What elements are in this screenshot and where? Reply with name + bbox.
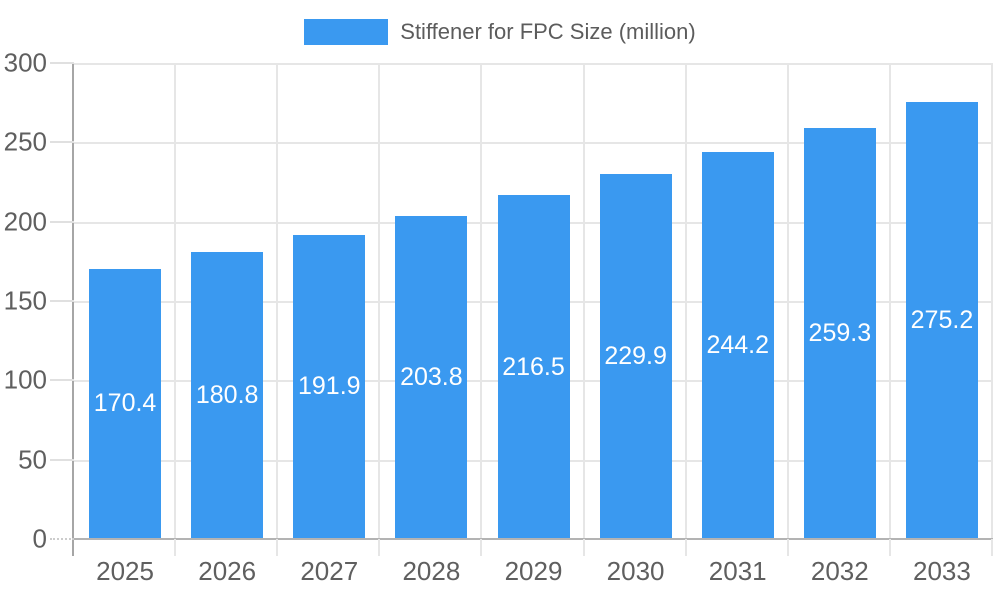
x-axis-tick [378, 539, 381, 556]
x-axis-line [74, 538, 993, 540]
x-axis-label: 2033 [913, 556, 971, 586]
gridline-vertical [582, 63, 585, 539]
bar-2033[interactable]: 275.2 [905, 102, 978, 539]
legend-swatch [304, 19, 389, 45]
x-axis-label: 2025 [96, 556, 154, 586]
y-axis-label: 50 [18, 444, 47, 475]
bar-2028[interactable]: 203.8 [395, 215, 468, 539]
gridline-vertical [174, 63, 177, 539]
y-axis-tick [50, 458, 74, 461]
gridline-horizontal [74, 63, 993, 65]
x-axis-label: 2032 [810, 556, 869, 586]
gridline-vertical [888, 63, 891, 539]
gridline-vertical [480, 63, 483, 539]
bar-2026[interactable]: 180.8 [191, 252, 264, 539]
y-axis-tick [50, 141, 74, 144]
x-axis-tick [684, 539, 687, 556]
y-axis-label: 150 [3, 285, 47, 316]
y-axis-label: 300 [3, 47, 47, 78]
bar-value-label: 216.5 [502, 352, 565, 381]
y-axis-tick [50, 379, 74, 382]
x-axis-label: 2030 [606, 556, 665, 586]
y-axis-tick [50, 62, 74, 64]
x-axis-label: 2031 [708, 556, 767, 586]
gridline-vertical [276, 63, 279, 539]
bar-2031[interactable]: 244.2 [701, 151, 774, 539]
x-axis-label: 2026 [198, 556, 257, 586]
y-axis-label: 200 [3, 206, 47, 237]
gridline-vertical [991, 63, 993, 539]
bar-value-label: 244.2 [706, 330, 769, 359]
gridline-vertical [786, 63, 789, 539]
y-axis-tick [50, 220, 74, 223]
x-axis-tick [276, 539, 279, 556]
x-axis-label: 2027 [300, 556, 359, 586]
x-axis-tick [480, 539, 483, 556]
bar-2032[interactable]: 259.3 [803, 127, 876, 539]
bar-2030[interactable]: 229.9 [599, 174, 672, 539]
bar-value-label: 170.4 [93, 389, 157, 418]
x-axis-label: 2028 [402, 556, 461, 586]
y-axis-label: 100 [3, 364, 47, 395]
y-axis-label: 0 [32, 523, 47, 554]
x-axis-tick [582, 539, 585, 556]
bar-value-label: 180.8 [195, 381, 259, 410]
x-axis-tick [174, 539, 177, 556]
bar-2029[interactable]: 216.5 [497, 195, 570, 539]
legend-label: Stiffener for FPC Size (million) [400, 19, 696, 44]
bar-2027[interactable]: 191.9 [293, 234, 366, 539]
bar-value-label: 259.3 [808, 318, 872, 347]
y-axis-tick [50, 300, 74, 302]
bar-value-label: 229.9 [604, 342, 667, 371]
plot-area: 170.4 180.8 191.9 203.8 216.5 229.9 244.2 259.3… [74, 63, 993, 539]
y-axis-tick [50, 538, 74, 540]
gridline-horizontal [74, 142, 993, 145]
y-axis-label: 250 [3, 126, 47, 157]
x-axis-label: 2029 [504, 556, 563, 586]
x-axis-tick [786, 539, 789, 556]
x-axis-tick [888, 539, 891, 556]
bar-value-label: 191.9 [297, 372, 361, 401]
bar-value-label: 203.8 [400, 362, 463, 391]
bar-2025[interactable]: 170.4 [89, 268, 162, 539]
y-axis-line [72, 63, 74, 556]
gridline-vertical [378, 63, 381, 539]
bar-value-label: 275.2 [910, 306, 974, 335]
legend[interactable]: Stiffener for FPC Size (million) [0, 17, 1000, 47]
gridline-vertical [684, 63, 687, 539]
x-axis-tick [991, 539, 993, 556]
